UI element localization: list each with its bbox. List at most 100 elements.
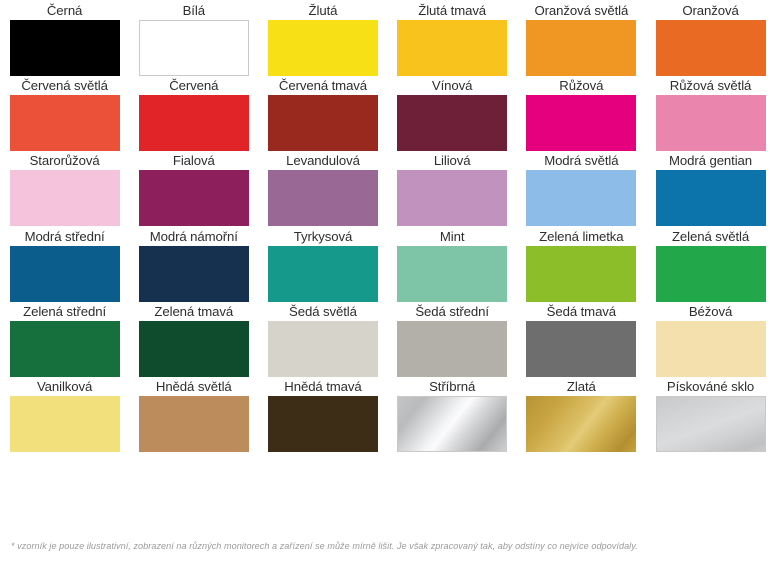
swatch-cell[interactable]: Hnědá světlá <box>129 378 258 453</box>
swatch-cell[interactable]: Oranžová <box>646 2 775 77</box>
footnote-disclaimer: * vzorník je pouze ilustrativní, zobraze… <box>11 541 638 551</box>
swatch-color-chip[interactable] <box>526 320 637 377</box>
swatch-color-chip[interactable] <box>9 20 120 76</box>
swatch-color-chip[interactable] <box>138 170 249 227</box>
color-swatch-grid: Černá Bílá Žlutá Žlutá tmavá Oranžová světlá… <box>0 2 775 453</box>
swatch-color-chip[interactable] <box>397 20 508 76</box>
swatch-color-chip[interactable] <box>655 245 766 302</box>
swatch-cell[interactable]: Zelená světlá <box>646 228 775 303</box>
swatch-cell[interactable]: Šedá střední <box>388 303 517 378</box>
swatch-cell[interactable]: Modrá gentian <box>646 152 775 227</box>
swatch-color-chip[interactable] <box>267 395 378 452</box>
swatch-label: Zelená střední <box>23 303 107 319</box>
swatch-label: Tyrkysová <box>293 228 353 244</box>
swatch-label: Vanilková <box>36 378 93 394</box>
swatch-cell[interactable]: Žlutá <box>258 2 387 77</box>
swatch-cell[interactable]: Černá <box>0 2 129 77</box>
swatch-color-chip[interactable] <box>9 395 120 452</box>
swatch-color-chip[interactable] <box>397 395 508 452</box>
swatch-cell[interactable]: Stříbrná <box>388 378 517 453</box>
swatch-label: Modrá námořní <box>149 228 238 244</box>
swatch-cell[interactable]: Šedá světlá <box>258 303 387 378</box>
swatch-color-chip[interactable] <box>397 170 508 227</box>
swatch-color-chip[interactable] <box>138 95 249 152</box>
swatch-cell[interactable]: Písková­né sklo <box>646 378 775 453</box>
swatch-cell[interactable]: Oranžová světlá <box>517 2 646 77</box>
swatch-cell[interactable]: Levandulová <box>258 152 387 227</box>
swatch-label: Oranžová světlá <box>534 3 629 18</box>
swatch-label: Zlatá <box>566 378 596 394</box>
swatch-color-chip[interactable] <box>655 20 766 76</box>
swatch-cell[interactable]: Žlutá tmavá <box>388 2 517 77</box>
swatch-cell[interactable]: Modrá námořní <box>129 228 258 303</box>
swatch-color-chip[interactable] <box>655 395 766 452</box>
swatch-color-chip[interactable] <box>267 320 378 377</box>
swatch-cell[interactable]: Zelená tmavá <box>129 303 258 378</box>
swatch-cell[interactable]: Starorůžová <box>0 152 129 227</box>
swatch-label: Mint <box>439 228 465 244</box>
swatch-cell[interactable]: Modrá střední <box>0 228 129 303</box>
swatch-cell[interactable]: Hnědá tmavá <box>258 378 387 453</box>
swatch-color-chip[interactable] <box>397 95 508 152</box>
swatch-cell[interactable]: Růžová světlá <box>646 77 775 152</box>
swatch-label: Hnědá tmavá <box>284 378 362 394</box>
swatch-label: Béžová <box>688 303 733 319</box>
swatch-label: Šedá tmavá <box>546 303 617 319</box>
swatch-cell[interactable]: Liliová <box>388 152 517 227</box>
swatch-cell[interactable]: Zlatá <box>517 378 646 453</box>
swatch-color-chip[interactable] <box>526 95 637 152</box>
swatch-label: Bílá <box>182 3 205 18</box>
swatch-label: Fialová <box>172 153 215 169</box>
swatch-label: Žlutá <box>308 3 338 18</box>
swatch-color-chip[interactable] <box>9 170 120 227</box>
swatch-label: Modrá gentian <box>669 153 753 169</box>
swatch-color-chip[interactable] <box>397 320 508 377</box>
swatch-cell[interactable]: Bílá <box>129 2 258 77</box>
swatch-color-chip[interactable] <box>655 95 766 152</box>
swatch-label: Starorůžová <box>29 153 100 169</box>
swatch-color-chip[interactable] <box>526 245 637 302</box>
swatch-label: Modrá střední <box>24 228 105 244</box>
swatch-color-chip[interactable] <box>267 170 378 227</box>
swatch-color-chip[interactable] <box>9 320 120 377</box>
swatch-color-chip[interactable] <box>267 95 378 152</box>
swatch-label: Zelená limetka <box>539 228 624 244</box>
swatch-color-chip[interactable] <box>526 395 637 452</box>
swatch-label: Modrá světlá <box>544 153 619 169</box>
swatch-cell[interactable]: Červená světlá <box>0 77 129 152</box>
swatch-cell[interactable]: Červená <box>129 77 258 152</box>
swatch-color-chip[interactable] <box>526 170 637 227</box>
swatch-color-chip[interactable] <box>138 395 249 452</box>
swatch-label: Liliová <box>433 153 471 169</box>
swatch-cell[interactable]: Růžová <box>517 77 646 152</box>
swatch-label: Šedá střední <box>415 303 489 319</box>
swatch-color-chip[interactable] <box>9 245 120 302</box>
swatch-color-chip[interactable] <box>397 245 508 302</box>
swatch-label: Růžová <box>559 78 604 94</box>
swatch-cell[interactable]: Fialová <box>129 152 258 227</box>
swatch-color-chip[interactable] <box>138 245 249 302</box>
swatch-color-chip[interactable] <box>138 320 249 377</box>
swatch-cell[interactable]: Vanilková <box>0 378 129 453</box>
swatch-cell[interactable]: Šedá tmavá <box>517 303 646 378</box>
swatch-cell[interactable]: Béžová <box>646 303 775 378</box>
swatch-cell[interactable]: Zelená limetka <box>517 228 646 303</box>
swatch-cell[interactable]: Modrá světlá <box>517 152 646 227</box>
swatch-label: Šedá světlá <box>289 303 357 319</box>
swatch-color-chip[interactable] <box>267 245 378 302</box>
swatch-color-chip[interactable] <box>267 20 378 76</box>
swatch-cell[interactable]: Mint <box>388 228 517 303</box>
swatch-label: Červená <box>169 78 219 94</box>
swatch-label: Zelená tmavá <box>154 303 234 319</box>
swatch-color-chip[interactable] <box>655 320 766 377</box>
swatch-label: Černá <box>46 3 83 18</box>
swatch-label: Levandulová <box>286 153 360 169</box>
swatch-color-chip[interactable] <box>526 20 637 76</box>
swatch-color-chip[interactable] <box>655 170 766 227</box>
swatch-color-chip[interactable] <box>138 20 249 76</box>
swatch-cell[interactable]: Vínová <box>388 77 517 152</box>
swatch-color-chip[interactable] <box>9 95 120 152</box>
swatch-cell[interactable]: Tyrkysová <box>258 228 387 303</box>
swatch-cell[interactable]: Červená tmavá <box>258 77 387 152</box>
swatch-cell[interactable]: Zelená střední <box>0 303 129 378</box>
